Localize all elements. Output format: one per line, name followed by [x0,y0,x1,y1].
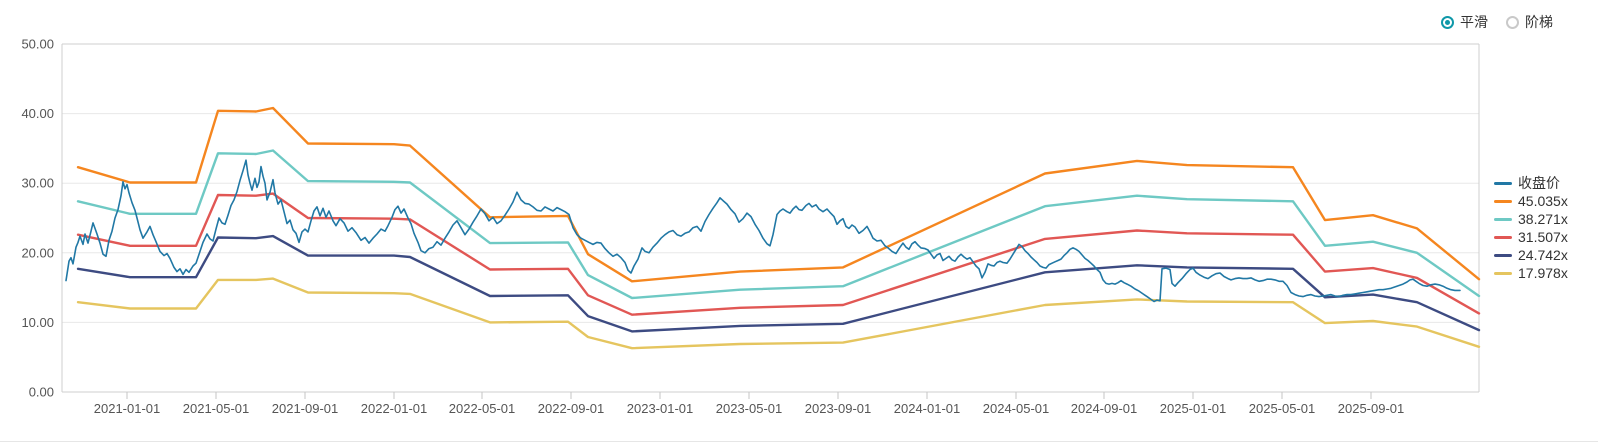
x-axis-tick-label: 2021-09-01 [272,401,339,416]
radio-step[interactable]: 阶梯 [1506,12,1553,32]
x-axis-tick-label: 2021-01-01 [94,401,161,416]
legend-label: 31.507x [1518,229,1568,245]
pe-band-line-31.507x [76,192,1481,316]
y-axis-tick-label: 40.00 [21,106,54,121]
x-axis-tick-label: 2024-09-01 [1071,401,1138,416]
x-axis-tick-label: 2025-01-01 [1160,401,1227,416]
x-axis-tick-label: 2021-05-01 [183,401,250,416]
legend-line-swatch [1494,235,1512,239]
x-axis-tick-label: 2023-05-01 [716,401,783,416]
x-axis-tick-label: 2024-01-01 [894,401,961,416]
chart-legend: 收盘价 45.035x 38.271x 31.507x 24.742x 17.978x [1494,175,1568,281]
radio-selected-icon[interactable] [1441,15,1454,29]
x-axis-tick-label: 2025-09-01 [1338,401,1405,416]
legend-label: 38.271x [1518,211,1568,227]
legend-item[interactable]: 收盘价 [1494,175,1568,191]
y-axis-tick-label: 10.00 [21,315,54,330]
x-axis-tick-label: 2022-01-01 [361,401,428,416]
legend-label: 24.742x [1518,247,1568,263]
legend-item[interactable]: 45.035x [1494,193,1568,209]
y-axis-tick-label: 0.00 [29,385,54,400]
legend-line-swatch [1494,217,1512,221]
line-mode-radio-group: 平滑 阶梯 [1441,12,1553,32]
radio-smooth[interactable]: 平滑 [1441,12,1488,32]
x-axis-tick-label: 2022-09-01 [538,401,605,416]
legend-line-swatch [1494,271,1512,275]
legend-label: 收盘价 [1518,175,1560,191]
legend-item[interactable]: 17.978x [1494,265,1568,281]
y-axis-tick-label: 20.00 [21,245,54,260]
legend-item[interactable]: 31.507x [1494,229,1568,245]
legend-item[interactable]: 24.742x [1494,247,1568,263]
x-axis-tick-label: 2023-09-01 [805,401,872,416]
pe-band-line-45.035x [76,106,1481,283]
pe-band-line-38.271x [76,149,1481,300]
pe-band-line-17.978x [76,277,1481,350]
radio-step-label[interactable]: 阶梯 [1525,14,1553,30]
x-axis-tick-label: 2023-01-01 [627,401,694,416]
x-axis-tick-label: 2024-05-01 [983,401,1050,416]
price-line [65,159,1461,303]
bottom-divider [0,441,1598,442]
legend-line-swatch [1494,181,1512,185]
radio-smooth-label[interactable]: 平滑 [1460,14,1488,30]
legend-line-swatch [1494,199,1512,203]
x-axis-tick-label: 2022-05-01 [449,401,516,416]
y-axis-tick-label: 30.00 [21,176,54,191]
legend-label: 17.978x [1518,265,1568,281]
pe-band-line-24.742x [76,234,1481,333]
legend-line-swatch [1494,253,1512,257]
y-axis-tick-label: 50.00 [21,37,54,52]
x-axis-tick-label: 2025-05-01 [1249,401,1316,416]
legend-label: 45.035x [1518,193,1568,209]
legend-item[interactable]: 38.271x [1494,211,1568,227]
radio-unselected-icon[interactable] [1506,15,1519,29]
